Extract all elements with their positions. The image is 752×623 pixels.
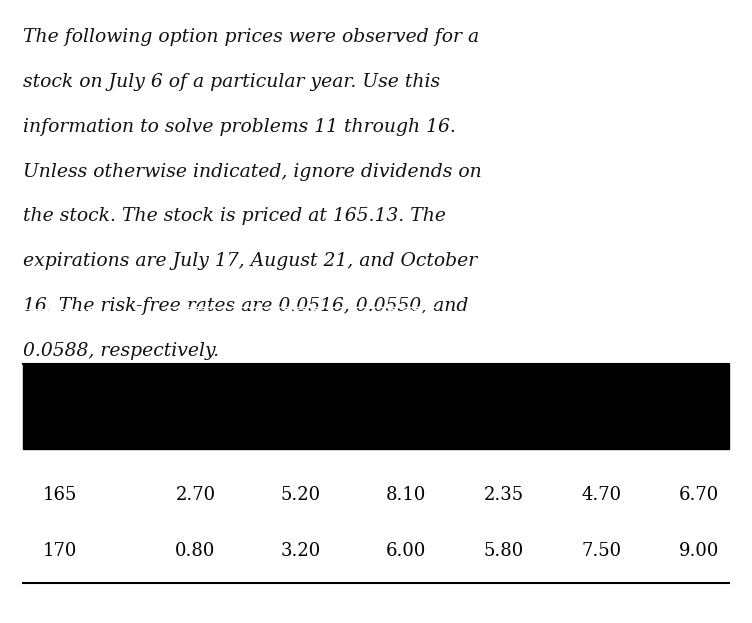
- Text: PUTS: PUTS: [574, 275, 629, 292]
- Text: 170: 170: [43, 543, 77, 560]
- Text: the stock. The stock is priced at 165.13. The: the stock. The stock is priced at 165.13…: [23, 207, 445, 226]
- Text: 0.0588, respectively.: 0.0588, respectively.: [23, 342, 219, 360]
- Text: 2.75: 2.75: [679, 374, 720, 392]
- Text: 4.50: 4.50: [679, 430, 720, 448]
- Text: 8.10: 8.10: [386, 487, 426, 504]
- Text: OCT: OCT: [384, 309, 428, 326]
- Text: 165: 165: [43, 487, 77, 504]
- Text: CALLS: CALLS: [268, 275, 334, 292]
- Text: 4.70: 4.70: [581, 487, 622, 504]
- Text: 10.50: 10.50: [170, 374, 221, 392]
- Text: 5.80: 5.80: [484, 543, 524, 560]
- Text: 7.50: 7.50: [581, 543, 622, 560]
- Text: 9.00: 9.00: [679, 543, 720, 560]
- Text: OCT: OCT: [678, 309, 721, 326]
- Text: 3.20: 3.20: [280, 543, 321, 560]
- Text: 160: 160: [43, 430, 77, 448]
- Text: 0.20: 0.20: [484, 374, 524, 392]
- Text: STRIKE: STRIKE: [20, 309, 100, 326]
- Text: expirations are July 17, August 21, and October: expirations are July 17, August 21, and …: [23, 252, 477, 270]
- Text: 16. The risk-free rates are 0.0516, 0.0550, and: 16. The risk-free rates are 0.0516, 0.05…: [23, 297, 468, 315]
- Text: Unless otherwise indicated, ignore dividends on: Unless otherwise indicated, ignore divid…: [23, 163, 481, 181]
- Text: 6.00: 6.00: [386, 543, 426, 560]
- Text: 6.70: 6.70: [679, 487, 720, 504]
- Text: 5.20: 5.20: [280, 487, 321, 504]
- Text: JUL: JUL: [177, 309, 214, 326]
- Text: 2.35: 2.35: [484, 487, 524, 504]
- FancyBboxPatch shape: [23, 364, 729, 449]
- Text: 6.00: 6.00: [175, 430, 216, 448]
- Text: 2.75: 2.75: [581, 430, 622, 448]
- Text: 0.75: 0.75: [484, 430, 524, 448]
- Text: 11.10: 11.10: [381, 430, 432, 448]
- Text: information to solve problems 11 through 16.: information to solve problems 11 through…: [23, 118, 456, 136]
- Text: AUG: AUG: [278, 309, 323, 326]
- Text: AUG: AUG: [579, 309, 624, 326]
- Text: JUL: JUL: [485, 309, 523, 326]
- Text: stock on July 6 of a particular year. Use this: stock on July 6 of a particular year. Us…: [23, 73, 440, 91]
- Text: 14.00: 14.00: [381, 374, 432, 392]
- Text: 0.80: 0.80: [175, 543, 216, 560]
- Text: 2.70: 2.70: [175, 487, 216, 504]
- Text: 8.10: 8.10: [280, 430, 321, 448]
- Text: 155: 155: [43, 374, 77, 392]
- Text: 11.80: 11.80: [275, 374, 326, 392]
- Text: 1.25: 1.25: [581, 374, 622, 392]
- Text: The following option prices were observed for a: The following option prices were observe…: [23, 28, 479, 46]
